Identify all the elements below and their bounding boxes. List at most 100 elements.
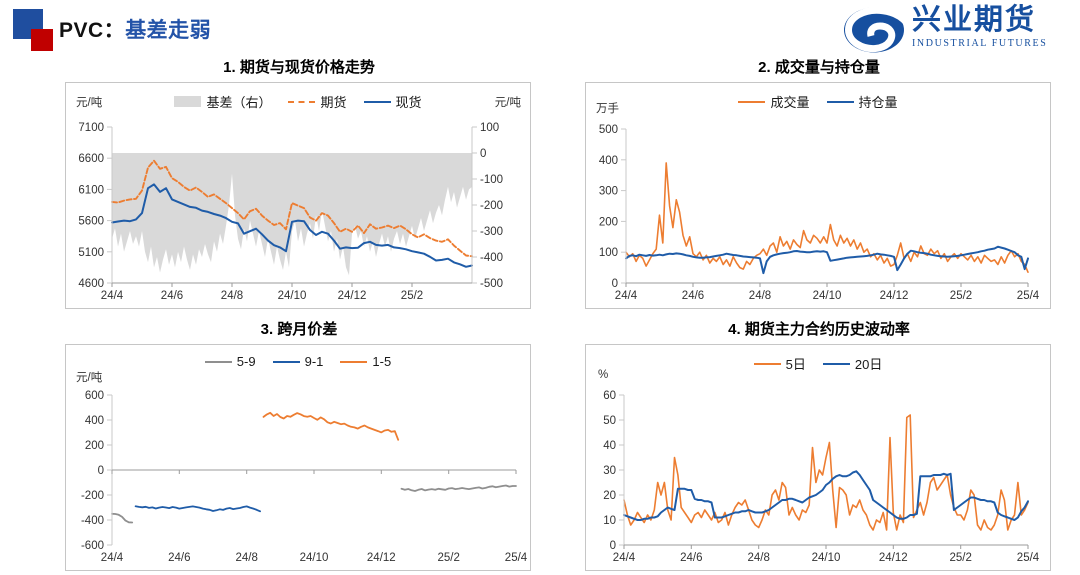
legend-swatch-20d — [822, 362, 850, 365]
legend-swatch-1-5 — [340, 360, 368, 363]
chart-4-volatility: 4. 期货主力合约历史波动率 5日 20日 % 60 50 40 30 20 10 0 24/… — [585, 320, 1053, 571]
legend-item-futures: 期货 — [288, 92, 347, 111]
svg-text:600: 600 — [85, 390, 104, 402]
x-axis: 24/4 24/6 24/8 24/10 24/12 25/2 25/4 — [101, 469, 528, 564]
series-line-spread-1-5 — [262, 411, 400, 441]
series-line-futures — [111, 159, 473, 258]
chart-2-left-unit: 万手 — [596, 103, 619, 115]
series-line-spread-5-9 — [400, 484, 517, 492]
svg-text:500: 500 — [599, 124, 618, 136]
svg-text:60: 60 — [603, 390, 616, 402]
chart-4-legend: 5日 20日 — [586, 354, 1050, 373]
chart-2-title: 2. 成交量与持仓量 — [758, 59, 880, 76]
svg-text:50: 50 — [603, 415, 616, 427]
svg-text:5100: 5100 — [78, 247, 104, 259]
svg-text:40: 40 — [603, 440, 616, 452]
x-axis: 24/4 24/6 24/8 24/10 24/12 25/2 25/4 — [615, 282, 1040, 302]
svg-text:200: 200 — [599, 216, 618, 228]
legend-item-spot: 现货 — [363, 92, 422, 111]
series-line-spread-5-9 — [111, 512, 134, 524]
legend-item-volume: 成交量 — [738, 92, 810, 111]
chart-3-panel: 5-9 9-1 1-5 元/吨 600 400 200 0 -200 -400 -600 24… — [65, 344, 531, 571]
legend-swatch-open-interest — [826, 100, 854, 103]
svg-text:24/6: 24/6 — [161, 290, 183, 302]
svg-text:0: 0 — [612, 278, 618, 290]
svg-text:-100: -100 — [480, 174, 503, 186]
legend-label-basis: 基差（右） — [206, 95, 272, 110]
legend-item-9-1: 9-1 — [272, 354, 323, 369]
legend-swatch-5d — [753, 362, 781, 365]
svg-text:25/2: 25/2 — [401, 290, 423, 302]
svg-text:-600: -600 — [81, 540, 104, 552]
legend-swatch-futures — [288, 100, 316, 103]
legend-label-5d: 5日 — [785, 357, 806, 372]
chart-2-legend: 成交量 持仓量 — [586, 92, 1050, 111]
chart-4-title: 4. 期货主力合约历史波动率 — [728, 321, 910, 338]
x-axis: 24/4 24/6 24/8 24/10 24/12 25/2 25/4 — [613, 544, 1040, 564]
chart-3-title: 3. 跨月价差 — [260, 321, 338, 338]
svg-text:24/8: 24/8 — [221, 290, 243, 302]
svg-text:24/4: 24/4 — [101, 552, 124, 564]
svg-text:6100: 6100 — [78, 184, 104, 196]
legend-label-open-interest: 持仓量 — [858, 95, 898, 110]
chart-1-title: 1. 期货与现货价格走势 — [223, 59, 375, 76]
y-axis-right: 100 0 -100 -200 -300 -400 -500 — [471, 122, 503, 290]
svg-text:-200: -200 — [81, 490, 104, 502]
svg-text:0: 0 — [98, 465, 104, 477]
svg-text:25/2: 25/2 — [950, 290, 972, 302]
svg-text:24/10: 24/10 — [812, 552, 841, 564]
chart-4-panel: 5日 20日 % 60 50 40 30 20 10 0 24/4 24/6 24/8 24/10 2… — [585, 344, 1051, 571]
y-axis-left: 60 50 40 30 20 10 0 — [603, 390, 625, 552]
svg-text:24/12: 24/12 — [367, 552, 396, 564]
series-line-spread-9-1 — [134, 505, 261, 513]
legend-item-basis: 基差（右） — [174, 92, 271, 111]
chart-2-volume-oi: 2. 成交量与持仓量 成交量 持仓量 万手 500 400 300 200 100 0 24… — [585, 58, 1053, 309]
svg-text:100: 100 — [599, 247, 618, 259]
page-title-highlight: 基差走弱 — [125, 19, 212, 42]
svg-text:25/4: 25/4 — [1017, 552, 1040, 564]
legend-swatch-9-1 — [272, 360, 300, 363]
company-name-cn: 兴业期货 — [912, 4, 1037, 36]
chart-4-left-unit: % — [598, 369, 609, 381]
svg-text:-400: -400 — [480, 252, 503, 264]
legend-item-1-5: 1-5 — [340, 354, 391, 369]
chart-3-legend: 5-9 9-1 1-5 — [66, 354, 530, 369]
legend-label-1-5: 1-5 — [372, 354, 392, 369]
svg-text:24/4: 24/4 — [101, 290, 124, 302]
svg-text:24/10: 24/10 — [813, 290, 842, 302]
company-logo: 兴业期货 INDUSTRIAL FUTURES — [843, 4, 1075, 54]
svg-text:24/12: 24/12 — [338, 290, 367, 302]
series-area-basis — [112, 153, 472, 276]
header-logo-mark — [13, 8, 57, 54]
svg-text:25/2: 25/2 — [950, 552, 972, 564]
page-title: PVC：基差走弱 — [59, 14, 211, 44]
svg-text:20: 20 — [603, 490, 616, 502]
series-line-spot — [111, 183, 473, 268]
svg-text:0: 0 — [480, 148, 486, 160]
legend-label-5-9: 5-9 — [236, 354, 256, 369]
legend-swatch-volume — [738, 100, 766, 103]
series-line-vol-5d — [623, 414, 1029, 531]
legend-swatch-spot — [363, 100, 391, 103]
chart-1-plot: 7100 6600 6100 5600 5100 4600 100 0 -100 -200 -300… — [78, 122, 503, 302]
chart-1-panel: 基差（右） 期货 现货 元/吨 元/吨 7100 6600 6100 5600 5100… — [65, 82, 531, 309]
company-name-en: INDUSTRIAL FUTURES — [912, 38, 1048, 49]
series-line-open-interest — [625, 245, 1029, 275]
svg-text:5600: 5600 — [78, 216, 104, 228]
svg-text:6600: 6600 — [78, 153, 104, 165]
svg-text:300: 300 — [599, 186, 618, 198]
chart-2-plot: 500 400 300 200 100 024/4 24/6 24/8 24/10 24/12 25… — [599, 124, 1040, 302]
svg-text:-400: -400 — [81, 515, 104, 527]
svg-text:24/8: 24/8 — [236, 552, 258, 564]
legend-label-futures: 期货 — [320, 95, 347, 110]
chart-1-price-trend: 1. 期货与现货价格走势 基差（右） 期货 现货 元/吨 元/吨 7100 660… — [65, 58, 533, 309]
svg-text:-500: -500 — [480, 278, 503, 290]
company-name-block: 兴业期货 INDUSTRIAL FUTURES — [912, 4, 1075, 49]
y-axis-left: 600 400 200 0 -200 -400 -600 — [81, 390, 113, 552]
red-square-decor — [31, 29, 53, 51]
svg-text:24/10: 24/10 — [278, 290, 307, 302]
chart-2-panel: 成交量 持仓量 万手 500 400 300 200 100 0 24/4 24/6 24/8 2… — [585, 82, 1051, 309]
svg-text:24/4: 24/4 — [613, 552, 636, 564]
